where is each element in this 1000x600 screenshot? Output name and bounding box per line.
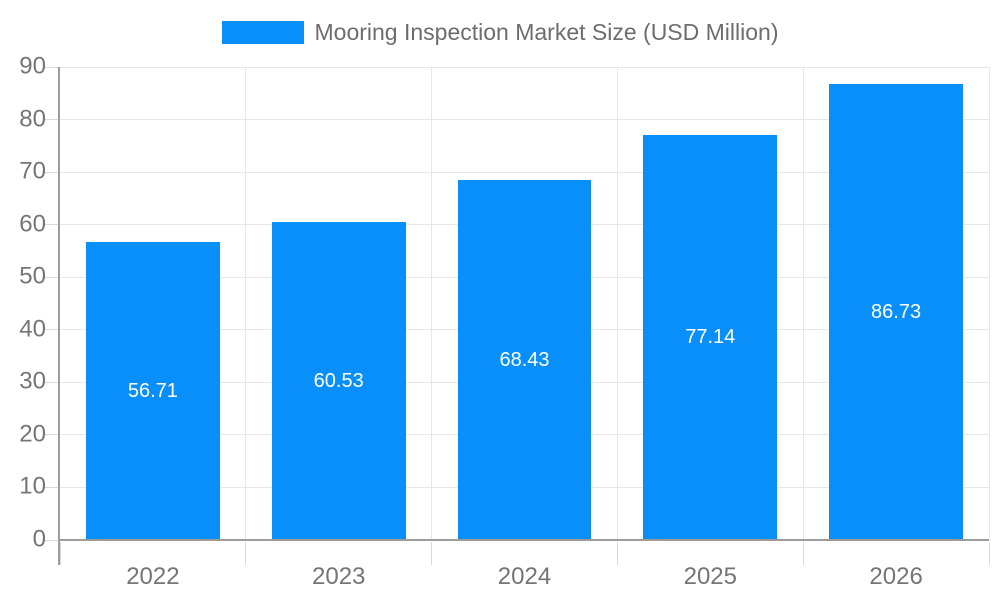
category-boundary-gridline <box>431 67 433 540</box>
y-axis-tick <box>43 276 60 278</box>
y-axis-tick <box>43 539 60 541</box>
y-tick-label: 80 <box>19 105 46 133</box>
x-tick-label-2023: 2023 <box>311 563 366 590</box>
y-gridline <box>60 119 989 121</box>
x-tick-label-2022: 2022 <box>126 563 180 590</box>
category-boundary-gridline <box>616 67 618 540</box>
x-tick-label-2024: 2024 <box>497 563 552 590</box>
y-tick-label: 60 <box>19 210 46 238</box>
y-tick-label: 20 <box>19 420 46 448</box>
x-tick-label-2025: 2025 <box>683 563 737 590</box>
bar-2024[interactable]: 68.43 <box>457 180 592 540</box>
bar-value-label: 77.14 <box>685 326 736 349</box>
y-gridline <box>60 66 989 68</box>
y-tick-label: 90 <box>19 52 46 80</box>
x-axis-tick <box>988 542 990 565</box>
bar-2023[interactable]: 60.53 <box>271 221 406 540</box>
bar-value-label: 60.53 <box>313 369 364 392</box>
bar-value-label: 68.43 <box>499 349 550 372</box>
category-boundary-gridline <box>988 67 990 540</box>
bar-2025[interactable]: 77.14 <box>643 134 778 540</box>
x-axis-tick <box>431 542 433 565</box>
y-axis-tick <box>43 329 60 331</box>
bar-value-label: 56.71 <box>127 379 178 402</box>
bar-2026[interactable]: 86.73 <box>829 84 963 540</box>
x-tick-label-2026: 2026 <box>869 563 923 590</box>
legend-label: Mooring Inspection Market Size (USD Mill… <box>314 18 779 45</box>
y-tick-label: 40 <box>19 315 46 343</box>
y-gridline <box>60 171 989 173</box>
bar-value-label: 86.73 <box>871 301 922 324</box>
x-axis-tick <box>802 542 804 565</box>
x-axis-tick <box>245 542 247 565</box>
y-axis-tick <box>43 434 60 436</box>
category-boundary-gridline <box>802 67 804 540</box>
x-axis-tick <box>59 542 61 565</box>
legend-swatch <box>221 20 304 44</box>
x-axis-tick <box>616 542 618 565</box>
y-tick-label: 0 <box>32 525 46 553</box>
y-tick-label: 70 <box>19 157 46 185</box>
y-axis-tick <box>43 66 60 68</box>
y-axis-line <box>58 67 60 565</box>
category-boundary-gridline <box>245 67 247 540</box>
y-axis-tick <box>43 171 60 173</box>
bar-2022[interactable]: 56.71 <box>86 241 220 540</box>
y-axis-tick <box>43 381 60 383</box>
y-axis-tick <box>43 486 60 488</box>
y-axis-tick <box>43 224 60 226</box>
y-tick-label: 50 <box>19 262 46 290</box>
y-tick-label: 10 <box>19 472 46 500</box>
legend[interactable]: Mooring Inspection Market Size (USD Mill… <box>0 11 1000 53</box>
x-axis-line <box>58 539 989 541</box>
y-tick-label: 30 <box>19 367 46 395</box>
y-axis-tick <box>43 119 60 121</box>
